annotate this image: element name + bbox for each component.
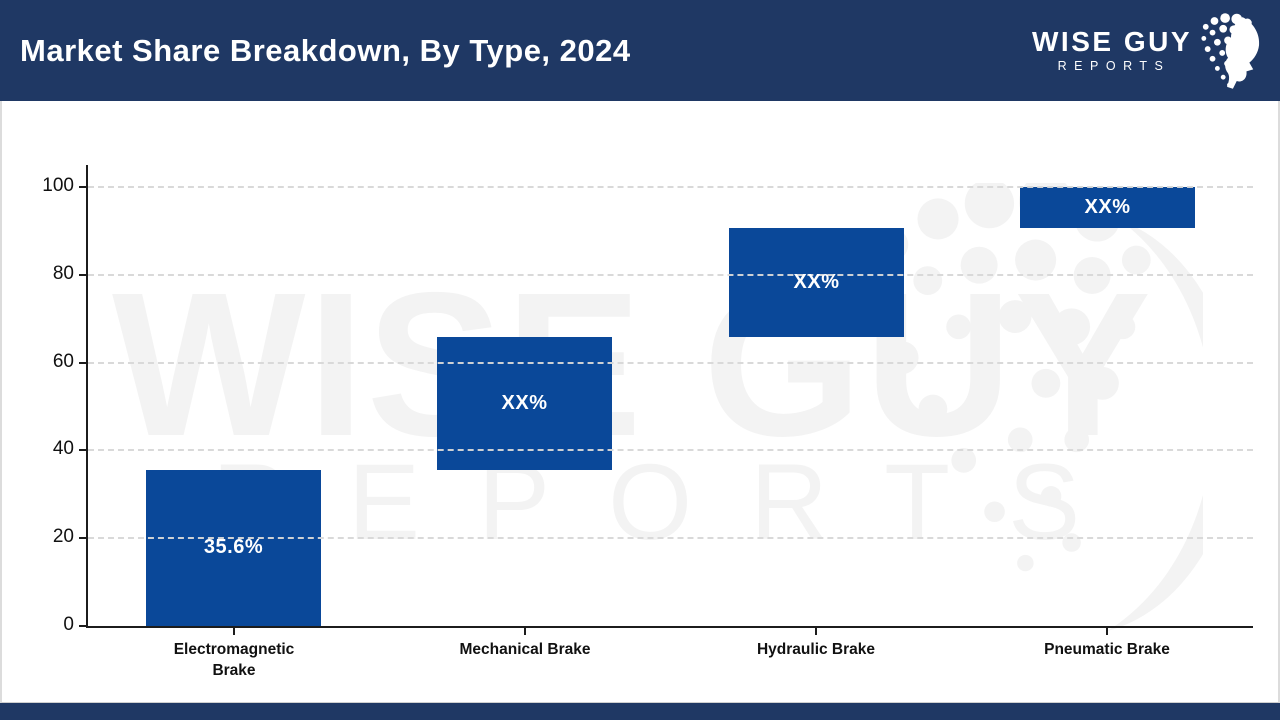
gridline [88,537,1253,540]
gridline [88,273,1253,276]
y-tick [79,449,87,452]
logo-tagline: REPORTS [1057,59,1171,73]
bar-value-label: XX% [501,391,548,414]
x-tick-label: Hydraulic Brake [756,641,876,658]
x-tick [815,628,817,635]
y-tick-label: 20 [52,526,74,548]
y-tick [79,361,87,364]
footer-bar [0,703,1280,720]
gridline [88,449,1253,452]
x-axis-line [86,626,1253,628]
bar-value-label: XX% [1084,196,1131,219]
x-tick-label: Electromagnetic Brake [173,641,295,679]
y-tick [79,273,87,276]
y-tick-label: 0 [63,614,74,635]
gridline [88,361,1253,364]
y-tick-label: 80 [52,262,74,284]
bar [146,469,321,626]
bar [437,337,612,470]
y-tick [79,625,87,627]
y-axis-line [86,165,88,628]
bar-value-label: 35.6% [203,536,264,559]
logo-text: WISE GUY REPORTS [1031,26,1192,74]
bar [729,228,904,338]
logo-name: WISE GUY [1031,26,1192,57]
x-tick-label: Pneumatic Brake [1044,641,1170,658]
chart-title: Market Share Breakdown, By Type, 2024 [20,32,631,68]
x-tick [1106,628,1108,635]
x-tick [524,628,526,635]
y-tick [79,537,87,540]
y-tick-label: 100 [42,174,74,196]
gridline [88,185,1253,188]
x-tick [233,628,235,635]
wiseguy-logo: WISE GUY REPORTS [1032,12,1260,90]
y-tick-label: 40 [52,438,74,460]
y-tick [79,185,87,188]
x-tick-label: Mechanical Brake [459,641,591,658]
bar-value-label: XX% [793,271,840,294]
logo-face-icon [1201,12,1260,89]
y-tick-label: 60 [52,350,74,372]
header: Market Share Breakdown, By Type, 2024 WI… [0,0,1280,101]
